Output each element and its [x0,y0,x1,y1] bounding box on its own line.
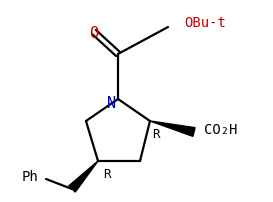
Polygon shape [69,161,98,192]
Polygon shape [150,121,195,137]
Text: R: R [152,128,160,141]
Text: O: O [90,25,99,40]
Text: CO₂H: CO₂H [204,122,238,136]
Text: Ph: Ph [22,169,38,183]
Text: N: N [108,96,117,111]
Text: OBu-t: OBu-t [184,16,226,30]
Text: R: R [103,167,111,180]
